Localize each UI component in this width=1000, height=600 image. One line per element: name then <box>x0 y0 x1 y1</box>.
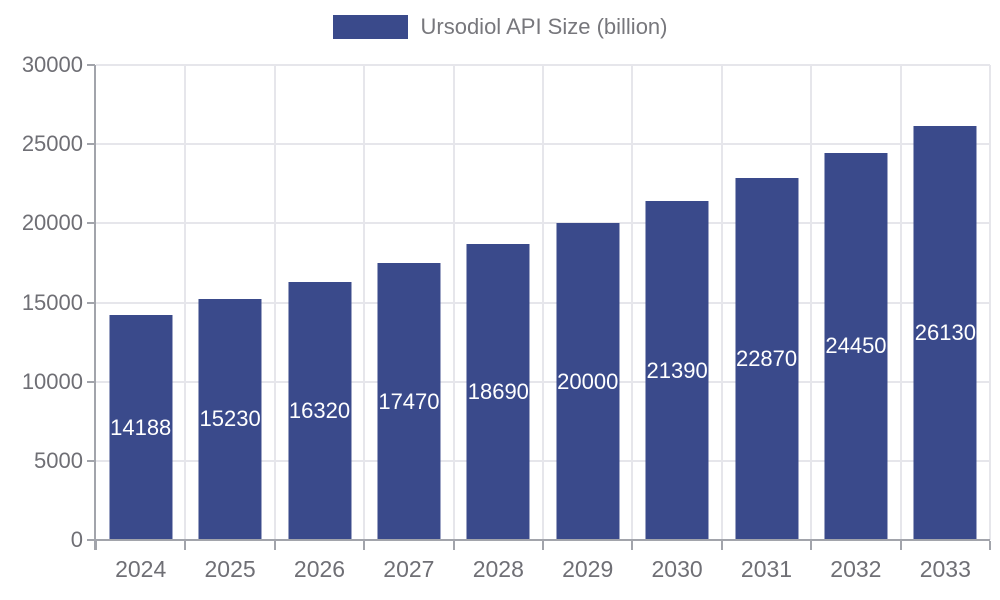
y-tick-label: 30000 <box>21 52 83 77</box>
x-axis-tick <box>720 541 723 550</box>
v-gridline <box>720 65 723 540</box>
x-tick-labels: 2024 2025 2026 2027 2028 2029 2030 2031 2032 2033 <box>96 65 990 581</box>
x-axis-tick <box>899 541 902 550</box>
x-tick-label: 2030 <box>651 556 703 582</box>
x-tick-label: 2024 <box>115 556 167 582</box>
y-axis-tick <box>87 380 95 383</box>
x-tick-label: 2028 <box>472 556 524 582</box>
plot-area: 14188 15230 16320 17470 18690 20000 21390 22870… <box>22 54 991 581</box>
x-tick-label: 2033 <box>919 556 971 582</box>
x-tick-label: 2029 <box>562 556 614 582</box>
y-axis-line <box>94 65 96 550</box>
bar[interactable]: 24450 <box>824 152 888 540</box>
v-gridline <box>899 65 902 540</box>
x-tick-label: 2026 <box>293 556 346 582</box>
y-tick-label: 0 <box>70 527 83 552</box>
legend-swatch <box>332 15 408 39</box>
legend[interactable]: Ursodiol API Size (billion) <box>0 14 1000 40</box>
x-axis-tick <box>452 541 455 550</box>
y-tick-labels: 0 5000 10000 15000 20000 25000 30000 <box>22 54 990 551</box>
y-axis-tick <box>87 64 95 66</box>
x-axis-tick <box>95 541 97 550</box>
y-tick-label: 15000 <box>21 289 83 315</box>
y-ticks <box>87 64 990 541</box>
x-tick-label: 2025 <box>204 556 256 582</box>
v-gridline <box>184 65 187 540</box>
v-gridline <box>631 65 634 540</box>
x-axis-tick <box>542 541 544 550</box>
v-gridline <box>452 65 455 540</box>
y-axis-tick <box>87 222 95 225</box>
x-ticks <box>95 65 991 550</box>
y-axis-tick <box>87 539 95 541</box>
x-axis-line <box>94 539 990 541</box>
v-gridline <box>363 65 366 540</box>
y-tick-label: 5000 <box>34 447 83 473</box>
v-gridline <box>810 65 813 540</box>
x-axis-tick <box>631 541 634 550</box>
x-axis-tick <box>184 541 187 550</box>
bar-slot: 24450 <box>811 65 900 540</box>
legend-label: Ursodiol API Size (billion) <box>420 14 668 39</box>
y-axis-tick <box>87 459 95 462</box>
x-tick-label: 2031 <box>740 556 793 582</box>
y-axis-tick <box>87 143 95 146</box>
x-tick-label: 2027 <box>383 556 435 582</box>
x-tick-label: 2032 <box>830 556 882 582</box>
v-gridline <box>989 65 991 540</box>
x-axis-tick <box>363 541 366 550</box>
v-gridlines <box>96 65 991 540</box>
x-axis-tick <box>810 541 813 550</box>
v-gridline <box>273 65 276 540</box>
x-axis-tick <box>989 541 991 550</box>
y-tick-label: 20000 <box>21 210 83 236</box>
y-tick-label: 25000 <box>21 131 83 157</box>
v-gridline <box>542 65 544 540</box>
y-axis-tick <box>87 301 95 304</box>
y-tick-label: 10000 <box>21 368 83 394</box>
x-axis-tick <box>273 541 276 550</box>
